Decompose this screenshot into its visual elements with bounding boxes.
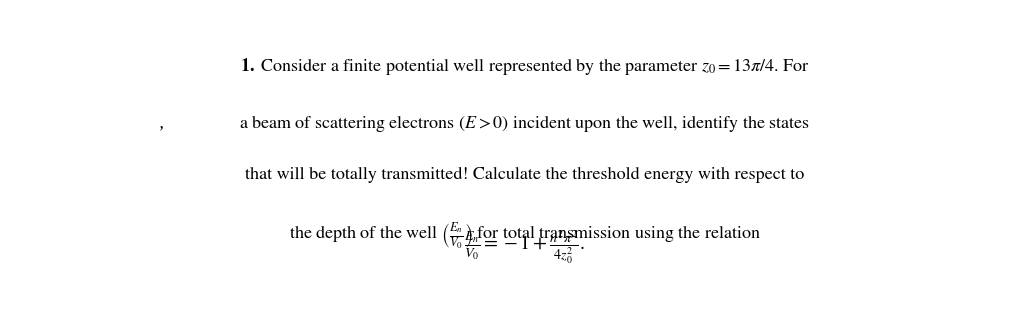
Text: that will be totally transmitted! Calculate the threshold energy with respect to: that will be totally transmitted! Calcul…: [245, 167, 805, 183]
Text: $\frac{E_n}{V_0} = -1 + \frac{n^2\pi^2}{4z_0^{2}}.$: $\frac{E_n}{V_0} = -1 + \frac{n^2\pi^2}{…: [465, 229, 585, 267]
Text: ,: ,: [159, 113, 164, 131]
Text: $\mathbf{1.}$ Consider a finite potential well represented by the parameter $z_0: $\mathbf{1.}$ Consider a finite potentia…: [240, 57, 810, 77]
Text: the depth of the well $\left(\frac{E_n}{V_0}\right)$ for total transmission usin: the depth of the well $\left(\frac{E_n}{…: [289, 220, 761, 252]
Text: a beam of scattering electrons ($E > 0$) incident upon the well, identify the st: a beam of scattering electrons ($E > 0$)…: [240, 113, 810, 134]
